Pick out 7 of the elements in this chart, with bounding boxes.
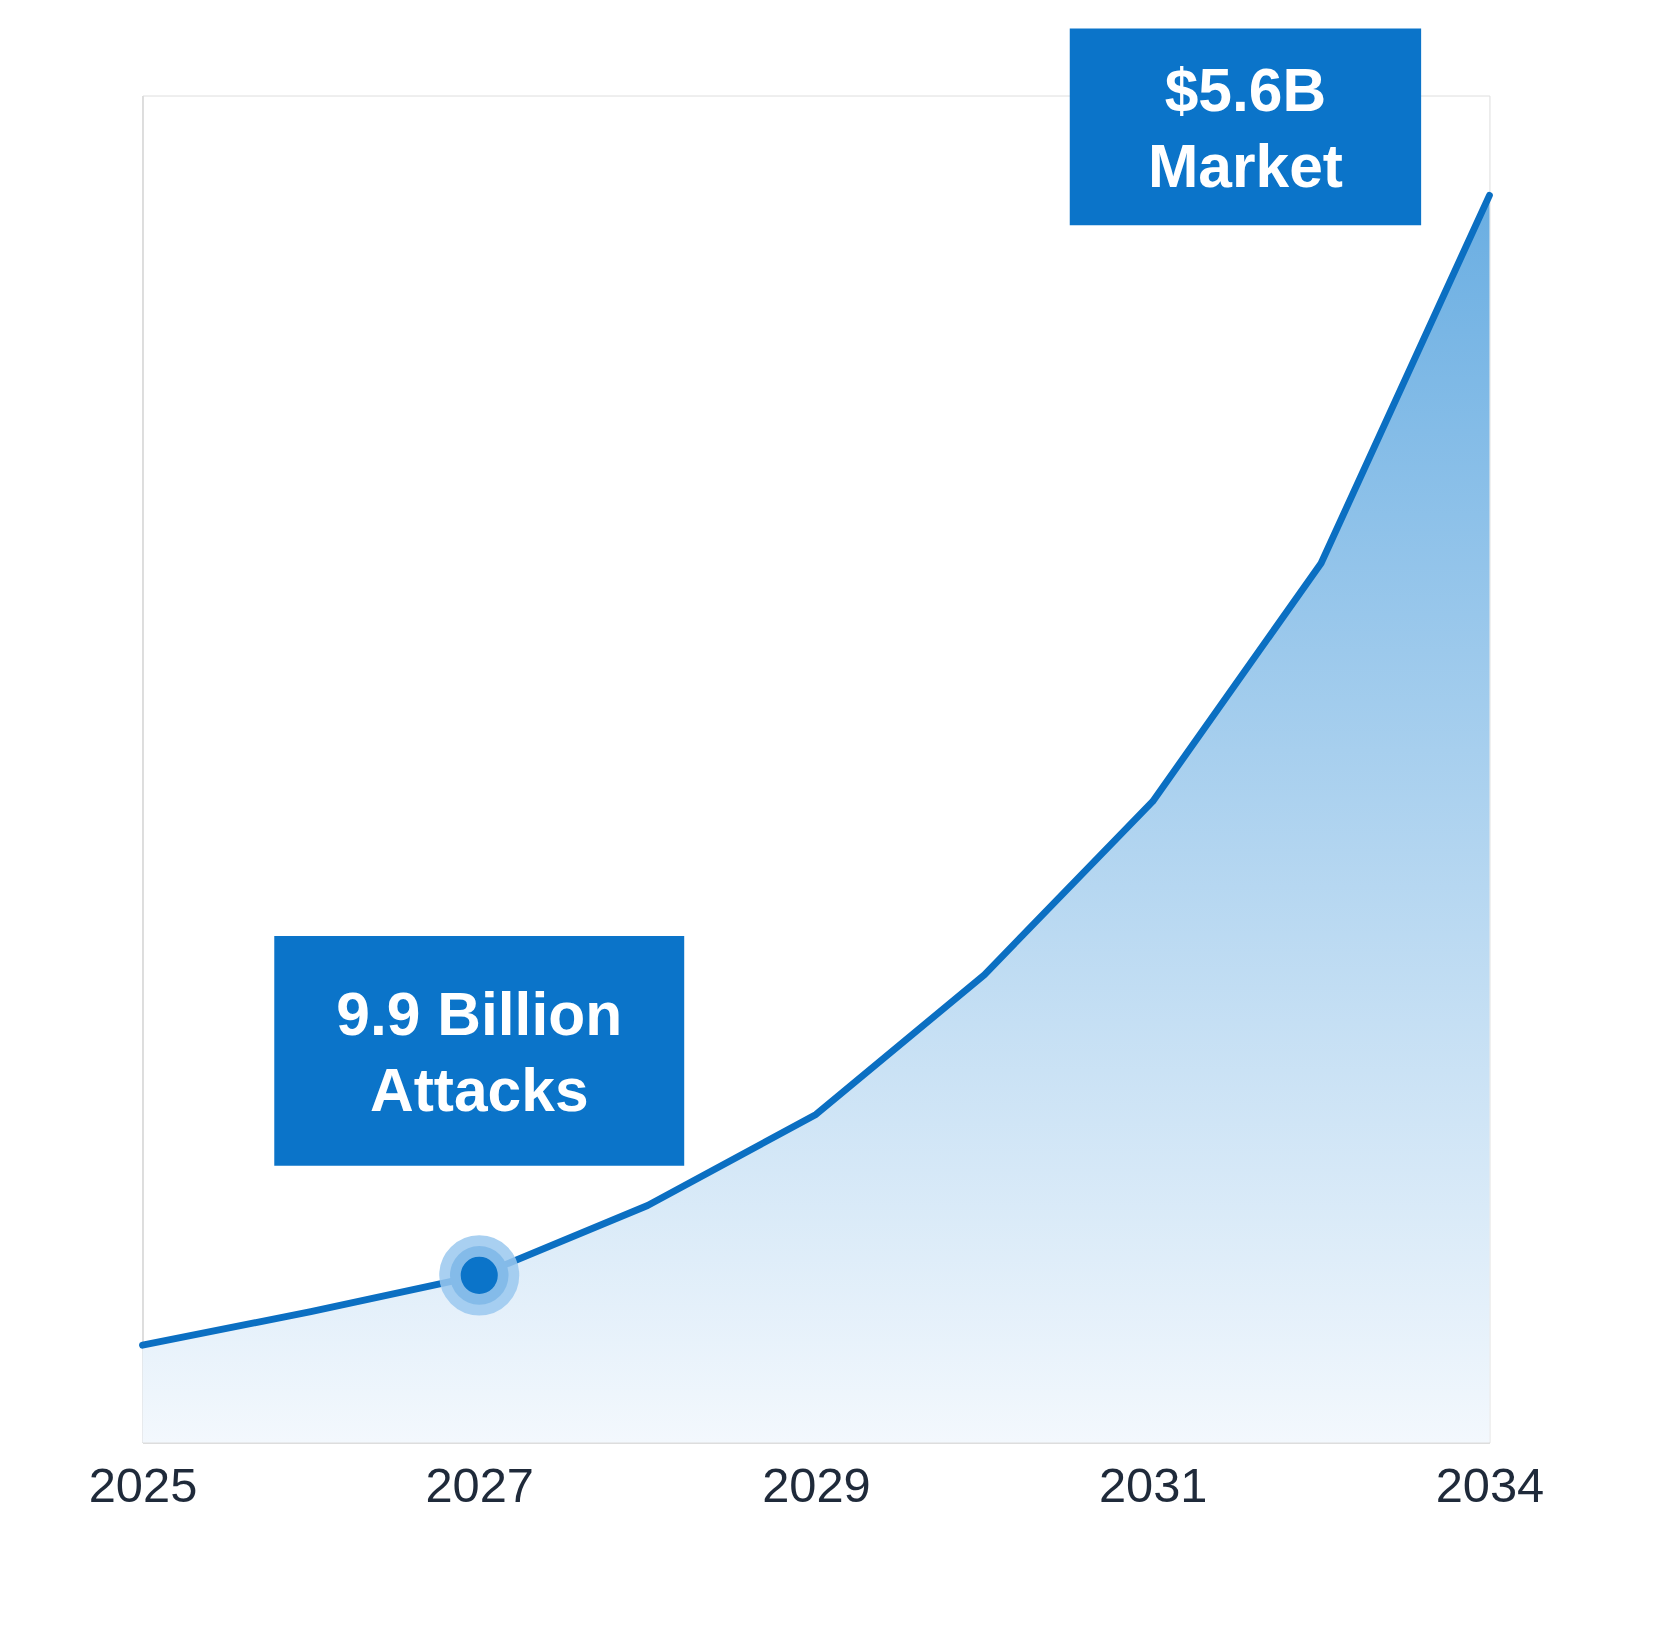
annotation: 9.9 Billion Attacks: [336, 980, 623, 1125]
x-tick-label: 2034: [1435, 1457, 1545, 1512]
x-tick-label: 2031: [1098, 1457, 1208, 1512]
x-tick-label: 2025: [88, 1457, 198, 1512]
annotation: $5.6B Market: [1147, 56, 1343, 201]
x-tick-label: 2029: [762, 1457, 871, 1512]
x-tick-label: 2027: [425, 1457, 535, 1512]
